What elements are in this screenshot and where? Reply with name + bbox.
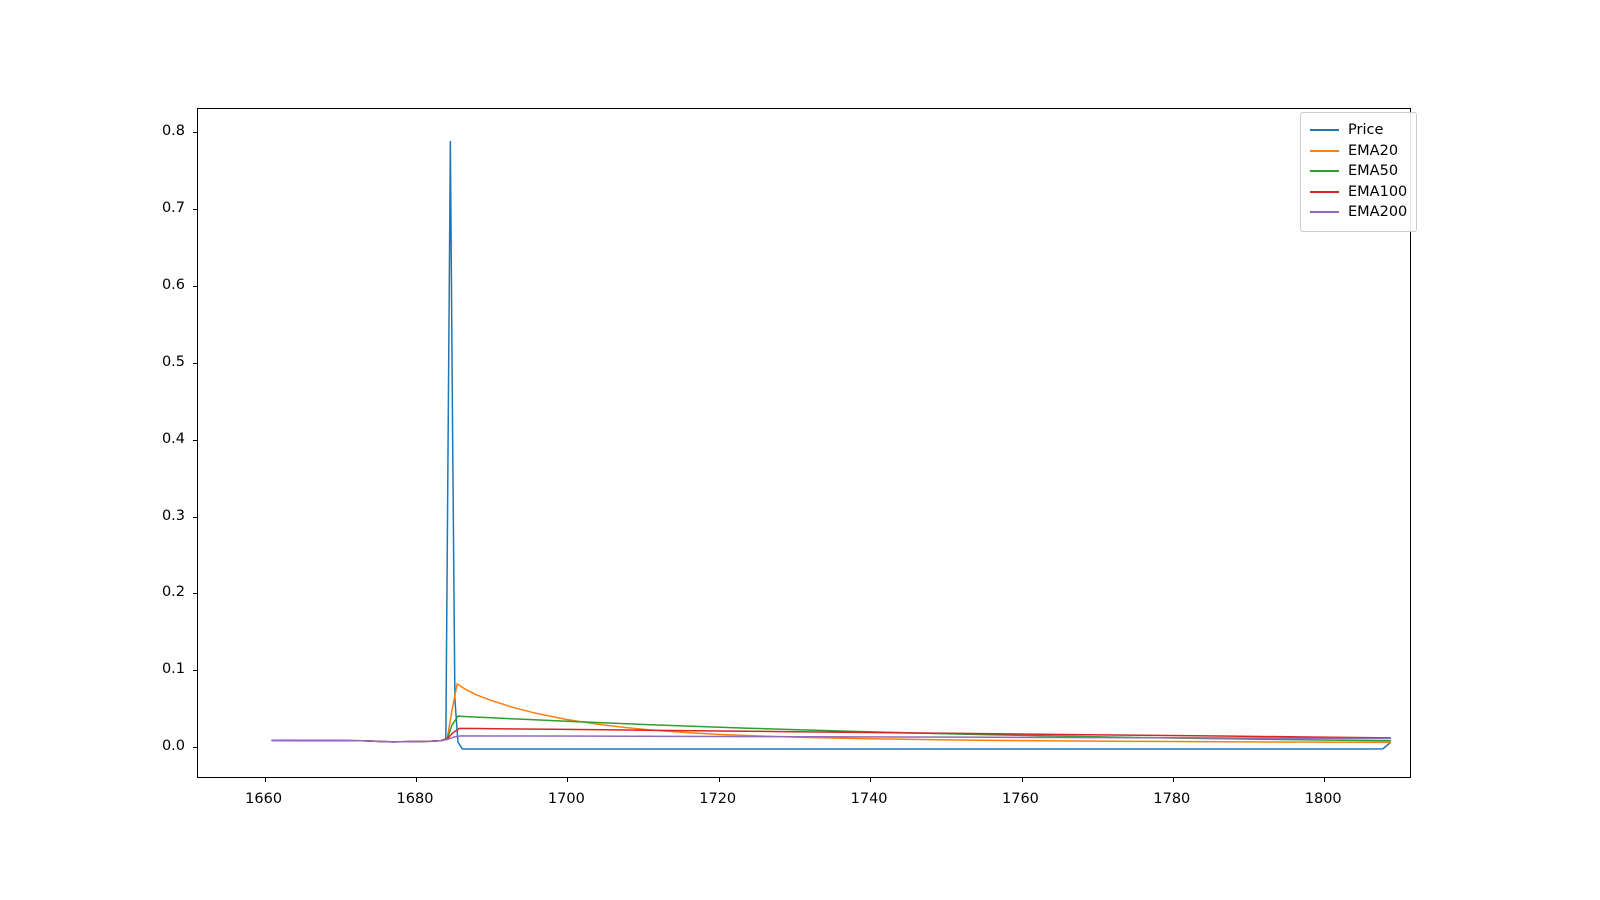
legend-color-swatch <box>1310 129 1339 132</box>
x-tick-mark <box>1172 777 1174 782</box>
legend-label: EMA100 <box>1348 183 1408 200</box>
x-tick-label: 1760 <box>1002 791 1039 807</box>
y-tick-mark <box>193 209 198 211</box>
y-tick-label: 0.2 <box>161 584 185 601</box>
series-line-ema200 <box>272 736 1390 742</box>
legend-color-swatch <box>1310 190 1339 193</box>
y-tick-mark <box>193 132 198 134</box>
y-tick-mark <box>193 439 198 441</box>
x-tick-mark <box>870 777 872 782</box>
x-tick-label: 1680 <box>396 791 434 807</box>
chart-legend[interactable]: Price EMA20 EMA50 EMA100 EMA200 <box>1300 112 1418 232</box>
legend-item-ema20[interactable]: EMA20 <box>1310 141 1407 162</box>
y-tick-label: 0.0 <box>161 737 185 754</box>
legend-label: EMA200 <box>1348 204 1408 220</box>
x-tick-label: 1800 <box>1304 791 1342 807</box>
y-tick-mark <box>193 362 198 364</box>
y-tick-label: 0.8 <box>161 123 185 140</box>
x-tick-mark <box>416 777 417 782</box>
legend-item-ema100[interactable]: EMA100 <box>1310 182 1407 203</box>
legend-item-ema50[interactable]: EMA50 <box>1310 161 1407 182</box>
x-tick-mark <box>567 777 569 782</box>
y-tick-mark <box>193 670 198 672</box>
y-tick-label: 0.3 <box>161 507 185 524</box>
legend-item-price[interactable]: Price <box>1310 120 1407 141</box>
y-tick-label: 0.1 <box>161 661 185 678</box>
x-tick-label: 1700 <box>547 791 585 807</box>
plot-axes <box>193 108 1411 782</box>
legend-label: Price <box>1348 122 1384 138</box>
legend-label: EMA50 <box>1348 163 1399 179</box>
plot-lines <box>198 109 1410 777</box>
series-line-price <box>272 142 1390 749</box>
y-tick-label: 0.5 <box>161 353 185 370</box>
legend-item-ema200[interactable]: EMA200 <box>1310 202 1407 223</box>
x-tick-mark <box>1324 777 1326 782</box>
y-tick-mark <box>193 286 198 288</box>
legend-label: EMA20 <box>1348 142 1399 159</box>
y-tick-label: 0.6 <box>161 276 185 293</box>
y-tick-label: 0.4 <box>161 430 185 447</box>
y-tick-mark <box>193 516 198 518</box>
x-tick-label: 1720 <box>699 791 737 807</box>
legend-color-swatch <box>1310 149 1339 152</box>
x-tick-label: 1740 <box>850 791 888 807</box>
series-line-ema20 <box>272 684 1390 742</box>
x-tick-label: 1780 <box>1153 791 1191 807</box>
x-tick-label: 1660 <box>245 791 283 807</box>
legend-color-swatch <box>1310 211 1339 214</box>
legend-color-swatch <box>1310 170 1339 173</box>
y-tick-label: 0.7 <box>161 200 185 217</box>
x-tick-mark <box>264 777 266 782</box>
x-tick-mark <box>1021 777 1023 782</box>
y-tick-mark <box>193 747 198 749</box>
y-tick-mark <box>193 593 198 595</box>
x-tick-mark <box>718 777 720 782</box>
